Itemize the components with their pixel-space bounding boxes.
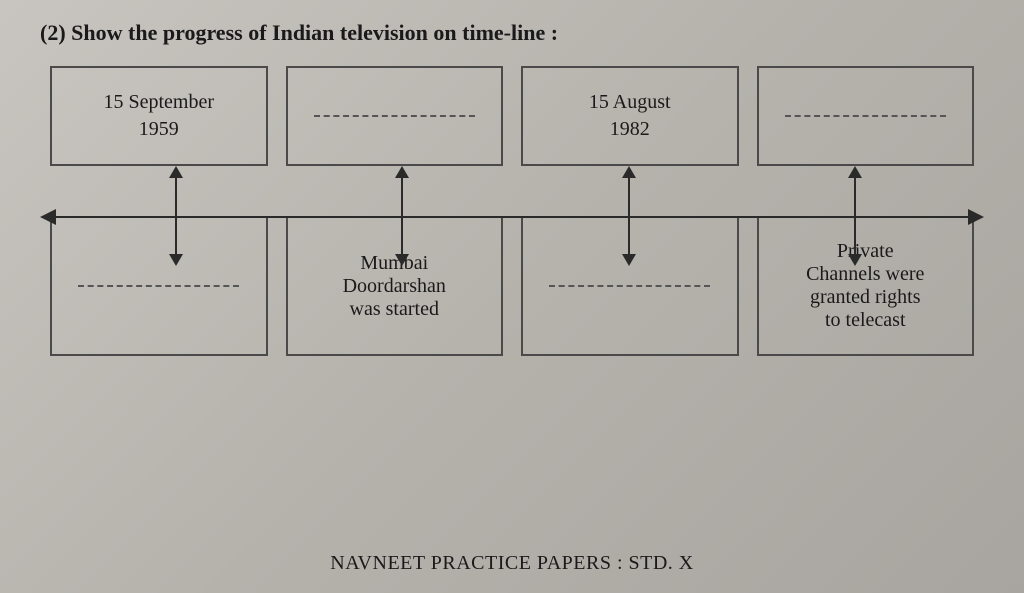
box-line: Private	[837, 240, 894, 263]
box-line: 15 September	[103, 91, 214, 114]
timeline-top-box	[757, 66, 975, 166]
timeline-connector	[854, 166, 856, 266]
blank-fill-line	[785, 115, 946, 117]
connector-line	[628, 176, 630, 256]
connector-arrow-down-icon	[395, 254, 409, 266]
box-line: was started	[350, 298, 439, 321]
connector-arrow-down-icon	[622, 254, 636, 266]
timeline-bottom-box: Mumbai Doordarshan was started	[286, 216, 504, 356]
axis-line	[54, 216, 970, 218]
box-line: 1982	[610, 118, 650, 141]
timeline-bottom-row: Mumbai Doordarshan was started Private C…	[50, 216, 974, 356]
axis-arrow-right-icon	[968, 209, 984, 225]
timeline-connector	[628, 166, 630, 266]
timeline-axis	[40, 216, 984, 218]
footer-publisher: NAVNEET PRACTICE PAPERS	[330, 552, 611, 574]
footer-grade: STD. X	[629, 552, 694, 574]
box-line: to telecast	[825, 309, 906, 332]
blank-fill-line	[314, 115, 475, 117]
timeline-top-box: 15 August 1982	[521, 66, 739, 166]
box-line: Doordarshan	[343, 275, 446, 298]
connector-arrow-down-icon	[848, 254, 862, 266]
timeline-top-box: 15 September 1959	[50, 66, 268, 166]
timeline-bottom-box	[50, 216, 268, 356]
blank-fill-line	[549, 285, 710, 287]
connector-line	[401, 176, 403, 256]
connector-line	[854, 176, 856, 256]
timeline-bottom-box	[521, 216, 739, 356]
box-line: 1959	[139, 118, 179, 141]
connector-arrow-down-icon	[169, 254, 183, 266]
footer-separator: :	[611, 552, 628, 574]
question-header: (2) Show the progress of Indian televisi…	[40, 20, 984, 46]
box-line: Channels were	[806, 263, 924, 286]
timeline-top-row: 15 September 1959 15 August 1982	[50, 66, 974, 166]
connector-line	[175, 176, 177, 256]
page-footer: NAVNEET PRACTICE PAPERS : STD. X	[0, 552, 1024, 575]
box-line: granted rights	[810, 286, 921, 309]
timeline-bottom-box: Private Channels were granted rights to …	[757, 216, 975, 356]
box-line: 15 August	[589, 91, 671, 114]
timeline-connector	[401, 166, 403, 266]
timeline-connector	[175, 166, 177, 266]
timeline-top-box	[286, 66, 504, 166]
question-text: Show the progress of Indian television o…	[71, 20, 558, 45]
timeline-container: 15 September 1959 15 August 1982	[50, 66, 974, 446]
blank-fill-line	[78, 285, 239, 287]
question-number: (2)	[40, 20, 66, 45]
